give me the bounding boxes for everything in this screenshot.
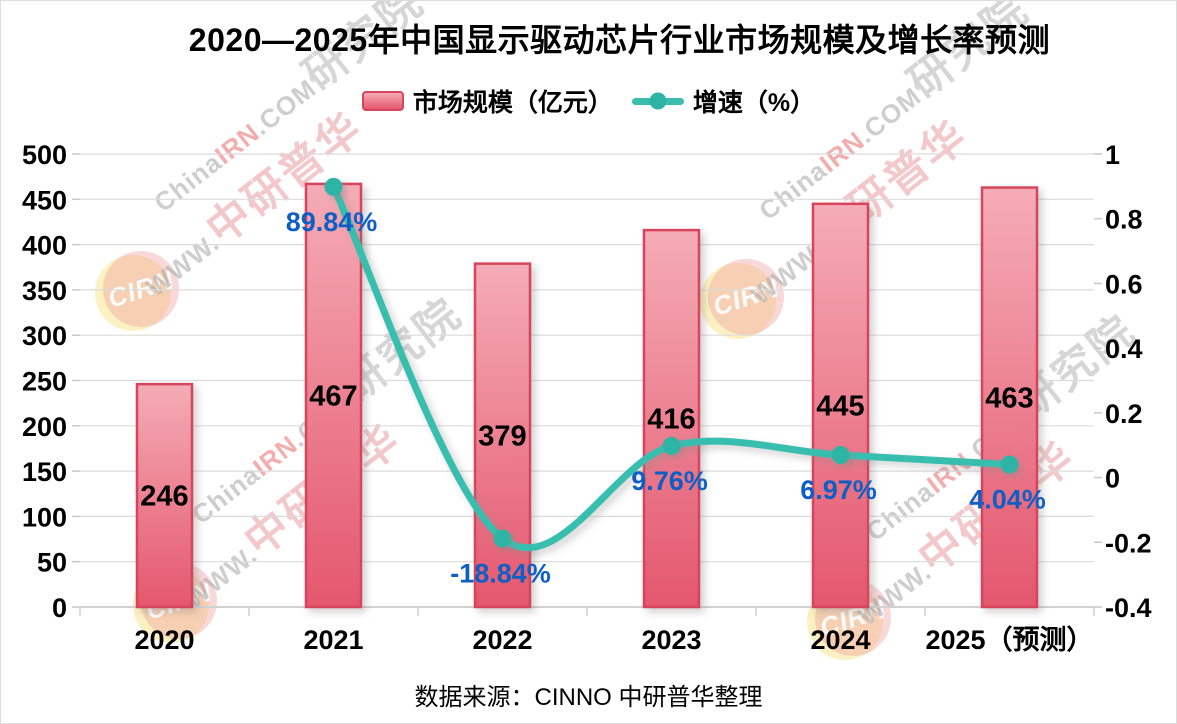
- left-axis-label: 450: [22, 185, 67, 215]
- growth-pct-label: 4.04%: [969, 484, 1046, 514]
- legend-line-marker-icon: [649, 92, 667, 110]
- right-axis-label: 0: [1105, 464, 1120, 494]
- bar-value-label: 463: [985, 382, 1033, 414]
- growth-pct-label: 9.76%: [631, 466, 708, 496]
- legend-bar-label: 市场规模（亿元）: [412, 89, 613, 117]
- left-axis-label: 50: [37, 548, 67, 578]
- bar-2025（预测）: [980, 186, 1039, 609]
- left-axis-label: 150: [22, 457, 67, 487]
- bar-value-label: 246: [140, 481, 188, 513]
- x-axis-label: 2020: [134, 625, 194, 655]
- growth-pct-label: 89.84%: [286, 207, 378, 237]
- bar-2020: [135, 382, 194, 609]
- x-axis-label: 2021: [303, 625, 363, 655]
- left-axis-label: 400: [22, 231, 67, 261]
- right-axis-label: 0.8: [1105, 205, 1143, 235]
- x-axis-label: 2025（预测）: [925, 625, 1093, 655]
- bar-value-label: 416: [647, 404, 695, 436]
- chart-title: 2020—2025年中国显示驱动芯片行业市场规模及增长率预测: [188, 22, 1051, 58]
- growth-pct-label: -18.84%: [450, 559, 551, 589]
- growth-line: [330, 183, 1013, 551]
- right-axis-label: -0.2: [1105, 528, 1152, 558]
- data-source: 数据来源：CINNO 中研普华整理: [414, 684, 763, 711]
- left-axis-label: 350: [22, 276, 67, 306]
- line-marker-2025（预测）: [1000, 455, 1019, 474]
- left-axis-label: 300: [22, 321, 67, 351]
- legend-line-swatch: [631, 92, 684, 110]
- legend: 市场规模（亿元） 增速（%）: [1, 83, 1176, 119]
- growth-pct-label: 6.97%: [800, 475, 877, 505]
- left-axis-label: 500: [22, 140, 67, 170]
- legend-bar-swatch: [361, 91, 404, 111]
- x-axis-label: 2023: [641, 625, 701, 655]
- left-axis-label: 250: [22, 367, 67, 397]
- x-axis-label: 2024: [810, 625, 870, 655]
- line-marker-2024: [831, 446, 850, 465]
- bar-value-label: 445: [816, 390, 864, 422]
- bar-2021: [304, 182, 363, 609]
- left-axis-label: 100: [22, 502, 67, 532]
- bar-2023: [642, 228, 701, 609]
- legend-line-label: 增速（%）: [692, 89, 816, 117]
- right-axis-label: -0.4: [1105, 593, 1152, 623]
- left-axis-label: 200: [22, 412, 67, 442]
- right-axis-label: 0.2: [1105, 399, 1143, 429]
- bar-value-label: 379: [478, 420, 526, 452]
- line-marker-2023: [662, 436, 681, 455]
- right-axis-label: 0.6: [1105, 269, 1143, 299]
- bar-2024: [811, 202, 870, 609]
- bar-value-label: 467: [309, 380, 357, 412]
- left-axis-label: 0: [52, 593, 67, 623]
- line-marker-2022: [493, 529, 512, 548]
- right-axis-label: 0.4: [1105, 334, 1143, 364]
- x-axis-label: 2022: [472, 625, 532, 655]
- line-marker-2021: [324, 177, 343, 196]
- right-axis-label: 1: [1105, 140, 1120, 170]
